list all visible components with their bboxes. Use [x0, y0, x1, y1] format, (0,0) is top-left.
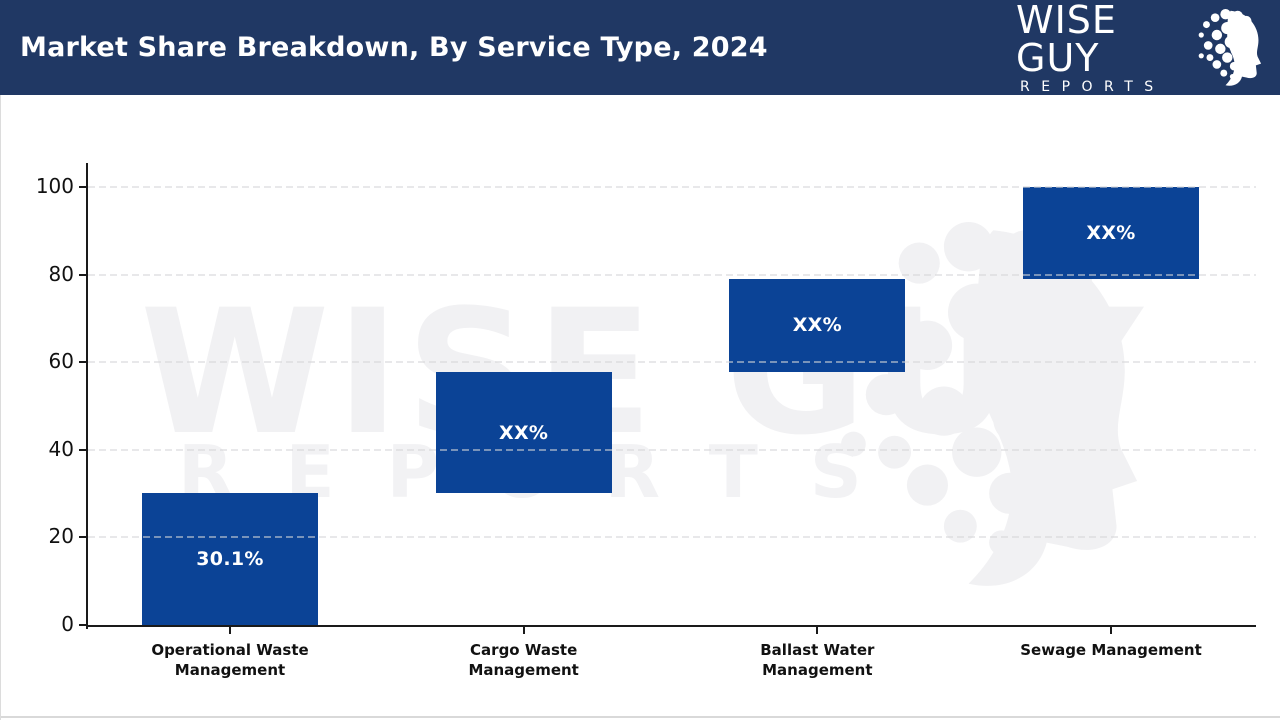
page-title: Market Share Breakdown, By Service Type,… [20, 32, 768, 63]
y-tick-80 [79, 273, 86, 276]
bottom-hairline [0, 716, 1280, 718]
category-label-cargo-waste-management: Cargo Waste Management [468, 641, 579, 680]
gridline-80 [88, 273, 1256, 276]
bar-ballast-water-management: XX% [729, 278, 906, 373]
y-tick-100 [79, 186, 86, 188]
gridline-20 [88, 536, 1256, 539]
bar-value-label: XX% [792, 314, 842, 337]
category-label-operational-waste-management: Operational Waste Management [151, 641, 309, 680]
x-axis-line [86, 625, 1256, 627]
brand-logo-reports: REPORTS [1020, 79, 1165, 95]
bar-sewage-management: XX% [1023, 187, 1199, 279]
y-tick-label-0: 0 [61, 612, 74, 636]
brand-logo-text: WISE GUY REPORTS [1016, 1, 1188, 95]
x-tick-sewage-management [1110, 627, 1112, 634]
y-tick-20 [79, 536, 86, 539]
brand-logo: WISE GUY REPORTS [1016, 1, 1266, 95]
y-tick-0 [79, 624, 86, 626]
gridline-60 [88, 361, 1256, 364]
bar-value-label: XX% [1086, 221, 1136, 244]
category-label-ballast-water-management: Ballast Water Management [760, 641, 875, 680]
y-tick-60 [79, 361, 86, 364]
y-tick-label-100: 100 [35, 174, 74, 198]
y-tick-40 [79, 448, 86, 451]
bar-cargo-waste-management: XX% [435, 372, 612, 494]
y-tick-label-20: 20 [48, 524, 74, 549]
bar-operational-waste-management: 30.1% [142, 493, 318, 625]
plot-area: 0 20 40 60 80 100 30.1% Operational Waste Manag… [36, 163, 1256, 679]
y-axis-line [86, 163, 88, 629]
brand-logo-wise-guy: WISE GUY [1016, 0, 1117, 80]
brand-logo-head-icon [1198, 9, 1262, 86]
gridline-100 [88, 186, 1256, 188]
x-tick-ballast-water-management [816, 627, 819, 634]
bar-value-label: 30.1% [196, 548, 264, 571]
gridline-40 [88, 448, 1256, 451]
y-tick-label-60: 60 [48, 349, 74, 374]
bar-value-label: XX% [499, 421, 549, 444]
x-tick-cargo-waste-management [522, 627, 525, 634]
left-hairline [0, 95, 1, 720]
header-bar: Market Share Breakdown, By Service Type,… [0, 0, 1280, 95]
y-tick-label-40: 40 [48, 436, 74, 461]
x-tick-operational-waste-management [229, 627, 231, 634]
y-tick-label-80: 80 [48, 261, 74, 286]
category-label-sewage-management: Sewage Management [1020, 641, 1202, 659]
